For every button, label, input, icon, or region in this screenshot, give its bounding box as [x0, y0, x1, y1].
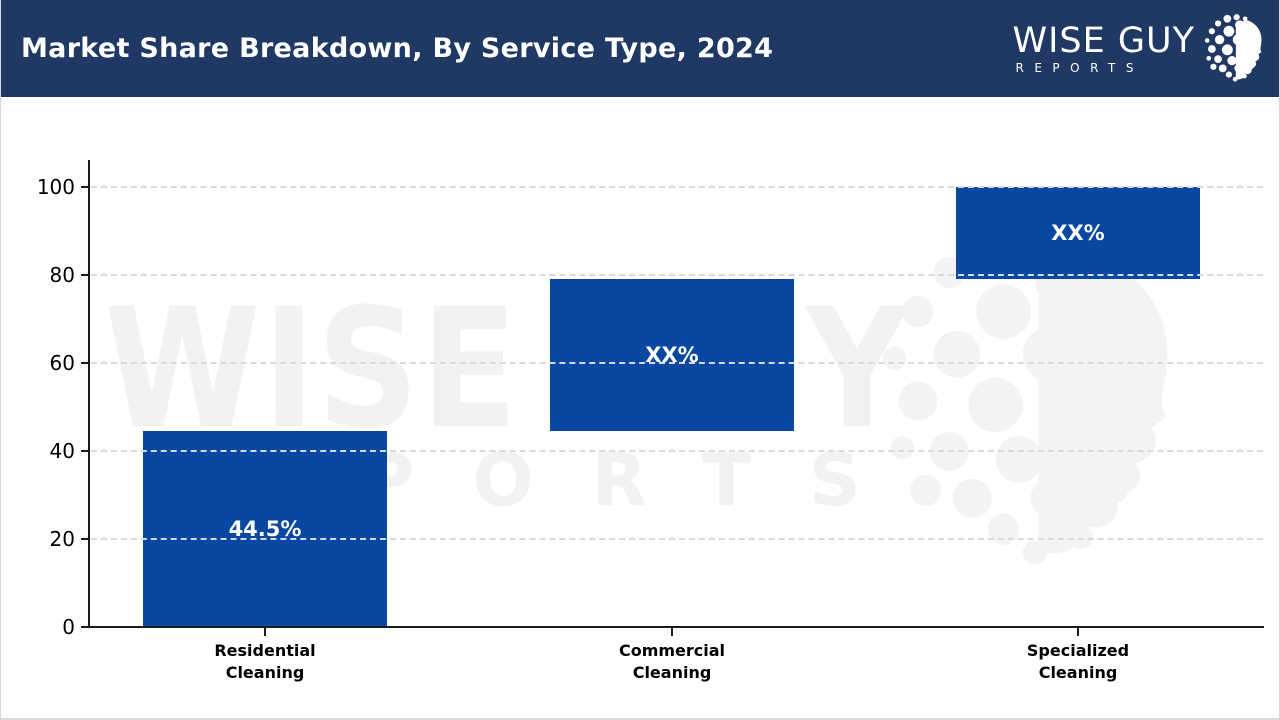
- y-tick-20: [81, 538, 89, 540]
- brand-face-icon: [1204, 13, 1262, 82]
- bar-segment-3: XX%: [956, 187, 1200, 280]
- brand-name: WISE GUY: [1012, 20, 1195, 61]
- y-tick-label-20: 20: [49, 527, 75, 551]
- brand-logo-text: WISE GUY REPORTS: [1012, 20, 1195, 75]
- gridline-40: [91, 450, 1263, 452]
- y-tick-label-100: 100: [36, 175, 75, 199]
- y-tick-label-60: 60: [49, 351, 75, 375]
- y-tick-label-80: 80: [49, 263, 75, 287]
- page-title: Market Share Breakdown, By Service Type,…: [21, 33, 774, 64]
- x-category-label-3: Specialized Cleaning: [1026, 641, 1130, 682]
- y-tick-60: [81, 362, 89, 364]
- bar-segment-2: XX%: [550, 279, 794, 432]
- bar-value-label-3: XX%: [1051, 221, 1105, 246]
- x-category-label-2: Commercial Cleaning: [618, 641, 726, 682]
- gridline-60: [91, 362, 1263, 364]
- brand-logo: WISE GUY REPORTS: [1012, 13, 1263, 85]
- bar-segment-1: 44.5%: [143, 431, 387, 627]
- y-tick-40: [81, 450, 89, 452]
- x-tick-1: [264, 628, 266, 636]
- header-bar: Market Share Breakdown, By Service Type,…: [1, 0, 1279, 97]
- gridline-80: [91, 274, 1263, 276]
- x-category-label-1: Residential Cleaning: [214, 641, 316, 682]
- x-axis-line: [88, 626, 1264, 628]
- x-tick-2: [671, 628, 673, 636]
- y-tick-80: [81, 274, 89, 276]
- y-axis-line: [88, 160, 90, 628]
- y-tick-100: [81, 186, 89, 188]
- gridline-100: [91, 186, 1263, 188]
- y-tick-label-0: 0: [62, 615, 75, 639]
- x-tick-3: [1077, 628, 1079, 636]
- bar-value-label-1: 44.5%: [228, 517, 302, 542]
- y-tick-label-40: 40: [49, 439, 75, 463]
- brand-subtitle: REPORTS: [1015, 60, 1144, 75]
- y-tick-0: [81, 626, 89, 628]
- gridline-20: [91, 538, 1263, 540]
